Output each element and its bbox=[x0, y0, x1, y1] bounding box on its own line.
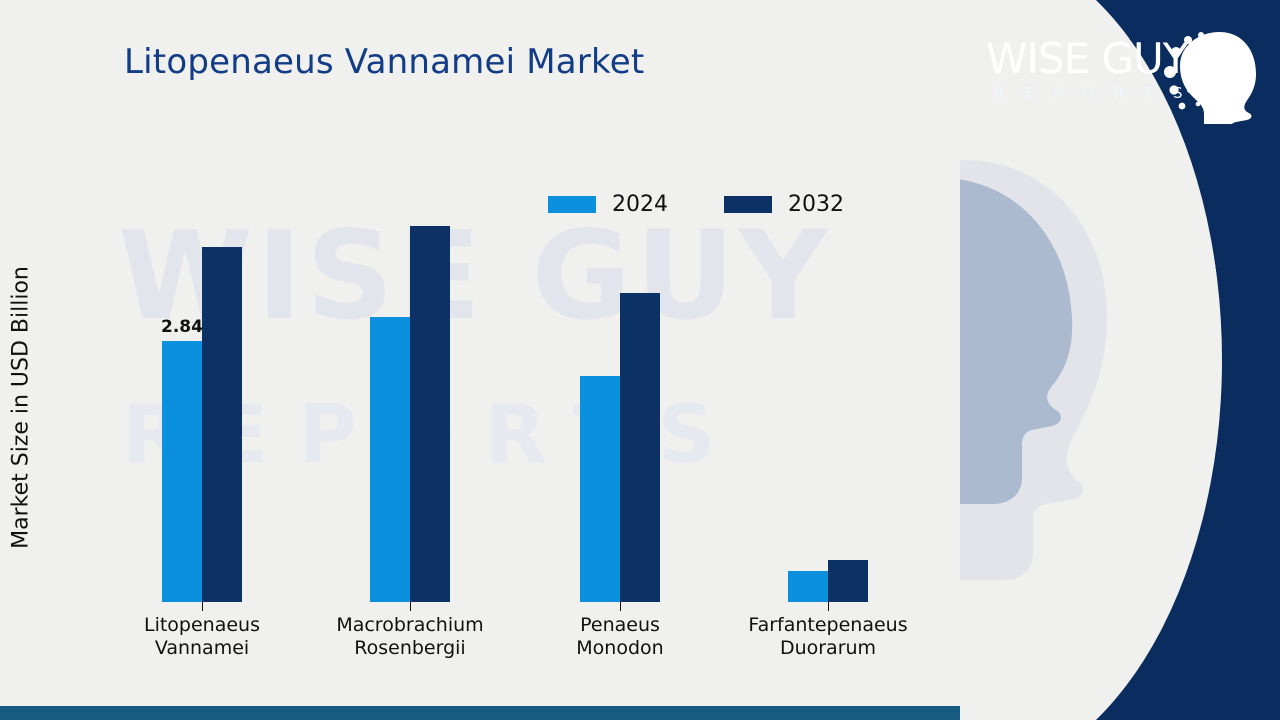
x-axis-tick bbox=[410, 602, 411, 611]
legend-swatch-2024 bbox=[548, 196, 596, 213]
bar-chart: Market Size in USD Billion 2.84 Litopena… bbox=[8, 180, 960, 660]
plot-area: 2.84 bbox=[60, 180, 960, 602]
legend-swatch-2032 bbox=[724, 196, 772, 213]
bar-2032-2[interactable] bbox=[410, 225, 450, 602]
bar-2024-4[interactable] bbox=[788, 570, 828, 602]
logo-wordmark: WISE GUY bbox=[986, 34, 1188, 83]
x-axis-tick bbox=[828, 602, 829, 611]
x-axis-label-1: Litopenaeus Vannamei bbox=[143, 614, 260, 660]
x-axis-label-2: Macrobrachium Rosenbergii bbox=[336, 614, 484, 660]
page-title: Litopenaeus Vannamei Market bbox=[124, 42, 645, 82]
bottom-accent-strip bbox=[0, 706, 960, 720]
chart-legend: 2024 2032 bbox=[548, 192, 844, 217]
bar-2024-1[interactable] bbox=[162, 341, 202, 602]
bar-2032-3[interactable] bbox=[620, 292, 660, 602]
x-axis-label-3: Penaeus Monodon bbox=[576, 614, 664, 660]
legend-label-2032: 2032 bbox=[788, 192, 844, 217]
brand-logo: WISE GUY R E P O R T S bbox=[986, 28, 1256, 124]
bar-value-label: 2.84 bbox=[161, 317, 203, 338]
y-axis-title: Market Size in USD Billion bbox=[8, 266, 34, 549]
x-axis-label-4: Farfantepenaeus Duorarum bbox=[748, 614, 908, 660]
bar-2032-4[interactable] bbox=[828, 559, 868, 602]
dotted-head-watermark-icon bbox=[960, 160, 1107, 580]
legend-label-2024: 2024 bbox=[612, 192, 668, 217]
face-profile-silhouette-icon bbox=[960, 179, 1073, 504]
brand-panel bbox=[960, 0, 1280, 720]
bar-2024-3[interactable] bbox=[580, 376, 620, 602]
logo-subtitle: R E P O R T S bbox=[994, 84, 1190, 102]
legend-item-2032[interactable]: 2032 bbox=[724, 192, 844, 217]
x-axis-tick bbox=[620, 602, 621, 611]
x-axis-tick bbox=[202, 602, 203, 611]
bar-2032-1[interactable] bbox=[202, 246, 242, 602]
logo-head-icon bbox=[1164, 32, 1256, 124]
legend-item-2024[interactable]: 2024 bbox=[548, 192, 668, 217]
bar-2024-2[interactable] bbox=[370, 316, 410, 602]
